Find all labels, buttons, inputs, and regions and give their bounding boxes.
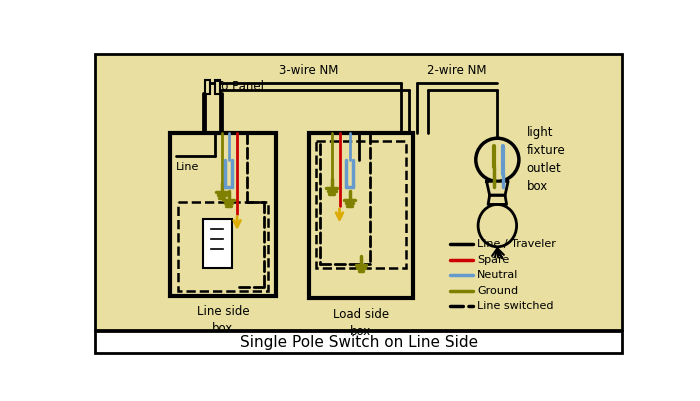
Text: Line side
box: Line side box — [197, 305, 249, 335]
Bar — [95, 332, 622, 353]
Text: light
fixture
outlet
box: light fixture outlet box — [526, 126, 566, 193]
Bar — [170, 133, 276, 296]
Text: Load side
box: Load side box — [332, 308, 389, 338]
Bar — [316, 140, 407, 267]
Text: Line / Traveler: Line / Traveler — [477, 239, 556, 249]
Bar — [203, 219, 232, 267]
Bar — [95, 54, 622, 330]
Text: Single Pole Switch on Line Side: Single Pole Switch on Line Side — [239, 335, 478, 350]
Text: Line: Line — [176, 162, 200, 172]
Bar — [309, 133, 413, 298]
Text: To Panel: To Panel — [216, 80, 265, 93]
Text: Neutral: Neutral — [477, 270, 519, 280]
Polygon shape — [488, 195, 507, 205]
Bar — [204, 81, 210, 94]
Polygon shape — [486, 181, 508, 195]
Text: Line switched: Line switched — [477, 301, 554, 311]
Bar — [178, 202, 268, 291]
Text: 2-wire NM: 2-wire NM — [427, 65, 486, 77]
Text: Ground: Ground — [477, 286, 519, 296]
Text: Spare: Spare — [477, 255, 510, 265]
Circle shape — [476, 138, 519, 181]
Ellipse shape — [478, 205, 517, 247]
Bar — [215, 81, 220, 94]
Text: 3-wire NM: 3-wire NM — [279, 65, 338, 77]
